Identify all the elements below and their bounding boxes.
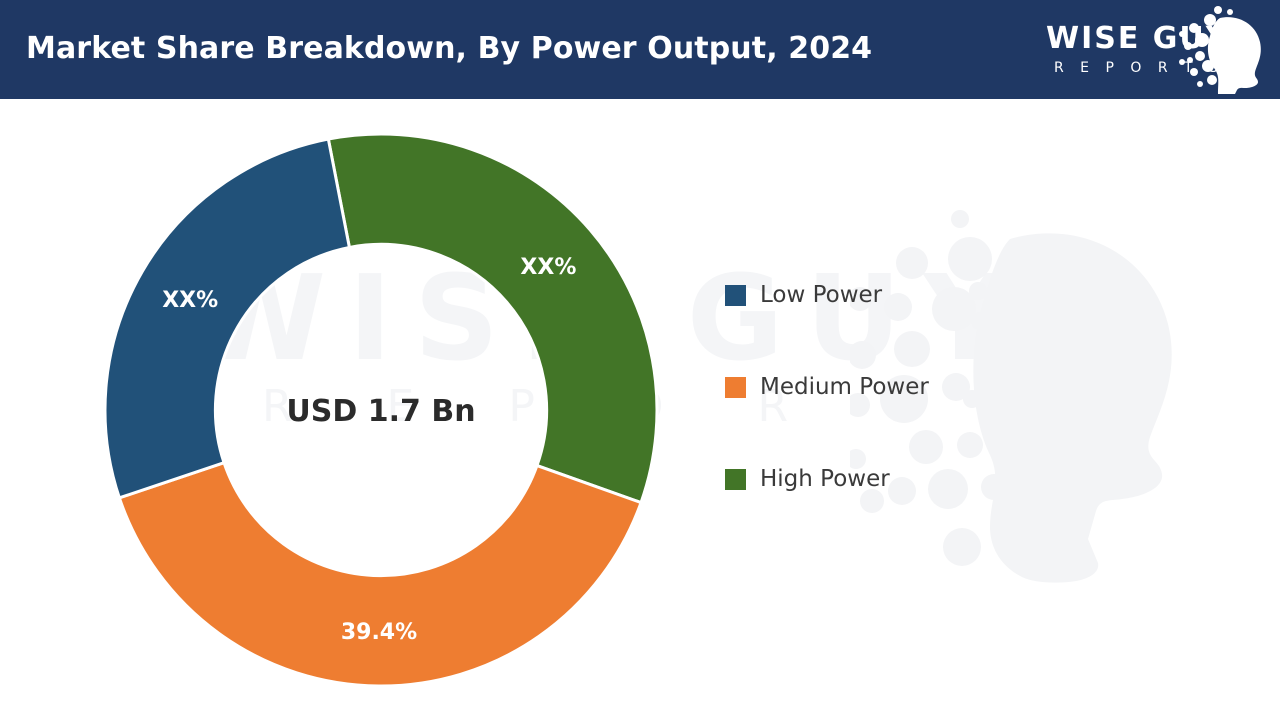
legend-swatch-high-power [725,468,746,490]
chart-legend: Low Power Medium Power High Power [725,249,1025,525]
page-header: Market Share Breakdown, By Power Output,… [0,0,1280,99]
donut-chart: XX% 39.4% XX% USD 1.7 Bn [0,99,790,720]
legend-label-medium-power: Medium Power [760,374,929,400]
legend-label-low-power: Low Power [760,282,883,308]
logo-head-icon [1179,6,1261,94]
logo-wordmark-secondary: R E P O R T S [1054,60,1224,76]
pie-slice-low-power[interactable] [103,137,352,500]
legend-item-high-power[interactable]: High Power [725,433,1025,525]
slice-label-medium-power: 39.4% [341,620,417,645]
pie-slice-medium-power[interactable] [117,460,643,688]
legend-swatch-low-power [725,284,746,306]
page-title: Market Share Breakdown, By Power Output,… [26,31,873,66]
slice-label-low-power: XX% [162,288,218,313]
legend-item-low-power[interactable]: Low Power [725,249,1025,341]
legend-swatch-medium-power [725,376,746,398]
donut-center-label: USD 1.7 Bn [286,394,475,429]
watermark-head-icon [846,159,1270,659]
chart-body: WISE GUY R E P O R T S [0,99,1280,720]
legend-label-high-power: High Power [760,466,890,492]
slice-label-high-power: XX% [520,255,576,280]
pie-slice-high-power[interactable] [326,132,659,505]
legend-item-medium-power[interactable]: Medium Power [725,341,1025,433]
wise-guy-reports-logo: WISE GUY R E P O R T S [1042,4,1272,96]
